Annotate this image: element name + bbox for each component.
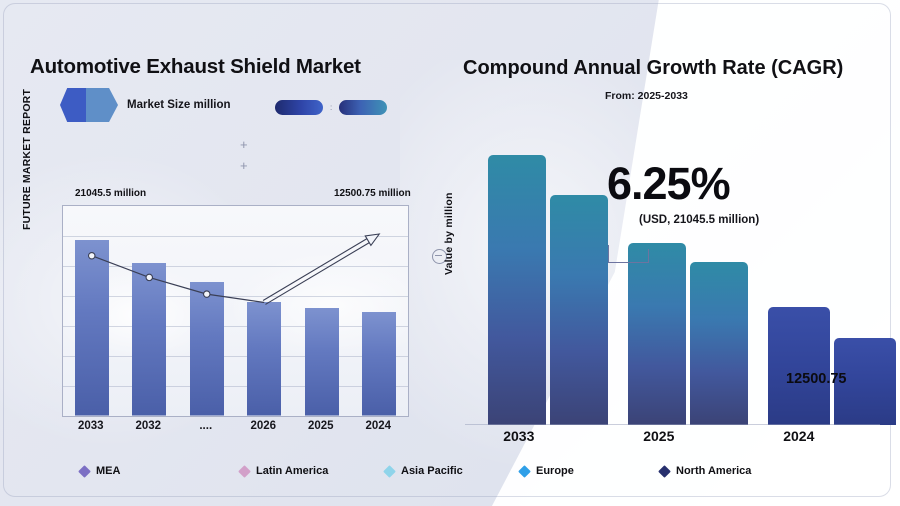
bar (247, 302, 282, 416)
bar (628, 243, 686, 425)
gridline (63, 326, 408, 327)
x-axis-label: .... (199, 420, 213, 432)
pill-badge-secondary (339, 100, 388, 115)
legend-label: Latin America (256, 465, 329, 477)
bar (488, 155, 546, 425)
bar (304, 308, 339, 416)
bar (132, 263, 167, 416)
gridline (63, 356, 408, 357)
left-chart-start-value: 21045.5 million (75, 188, 147, 199)
legend-label: Europe (536, 465, 574, 477)
left-chart-trend-line (87, 233, 381, 305)
cagr-note: (USD, 21045.5 million) (639, 214, 760, 226)
hexagon-logo-icon (60, 88, 118, 122)
legend-marker-icon (238, 464, 251, 478)
gridline (63, 386, 408, 387)
plus-marker-icon: + (240, 137, 248, 152)
left-chart-bars (63, 206, 408, 416)
bar (834, 338, 896, 425)
region-legend: MEA Latin America Asia Pacific Europe North … (78, 464, 820, 485)
legend-marker-icon (658, 464, 671, 478)
x-axis-label: 2026 (250, 420, 277, 432)
plus-marker-icon: + (240, 158, 248, 173)
legend-marker-icon (518, 464, 531, 478)
legend-label: North America (676, 465, 752, 477)
pill-separator: : (330, 103, 333, 112)
legend-label: Asia Pacific (401, 465, 463, 477)
brand-row: Market Size million (60, 88, 231, 122)
x-axis-label: 2024 (783, 428, 815, 444)
x-axis-label: 2033 (503, 428, 535, 444)
left-chart-y-axis-label: FUTURE MARKET REPORT (21, 88, 33, 230)
gridline (63, 236, 408, 237)
right-panel-subtitle: From: 2025-2033 (605, 90, 688, 102)
gridline (63, 296, 408, 297)
legend-item[interactable]: Europe (518, 464, 574, 478)
x-axis-label: 2025 (643, 428, 675, 444)
bar (74, 240, 109, 416)
circle-minus-icon (432, 249, 447, 264)
bar (550, 195, 608, 425)
pill-badge-row: : (275, 100, 388, 115)
right-bar-chart (460, 120, 896, 425)
legend-label: MEA (96, 465, 121, 477)
legend-item[interactable]: MEA (78, 464, 121, 478)
x-axis-label: 2024 (365, 420, 392, 432)
legend-marker-icon (383, 464, 396, 478)
left-bar-chart (62, 205, 409, 417)
right-chart-baseline (465, 424, 880, 425)
bar (189, 282, 224, 416)
right-panel-title: Compound Annual Growth Rate (CAGR) (463, 57, 844, 79)
bracket-decoration (608, 245, 649, 263)
left-chart-end-value: 12500.75 million (334, 188, 411, 199)
legend-item[interactable]: Asia Pacific (383, 464, 463, 478)
x-axis-label: 2025 (307, 420, 334, 432)
legend-marker-icon (78, 464, 91, 478)
left-chart-x-labels: 2033 2032.... 2026 2025 2024 (62, 420, 407, 442)
legend-item[interactable]: North America (658, 464, 752, 478)
gridline (63, 266, 408, 267)
legend-item[interactable]: Latin America (238, 464, 329, 478)
x-axis-label: 2033 (77, 420, 104, 432)
chart-background-hills (63, 206, 408, 416)
cagr-value: 6.25% (607, 158, 731, 209)
brand-label: Market Size million (127, 99, 231, 111)
left-chart-value-axis-label: Value by million (443, 192, 455, 275)
pill-badge-primary (275, 100, 323, 115)
bar (690, 262, 748, 425)
left-panel-title: Automotive Exhaust Shield Market (30, 55, 361, 78)
bar (768, 307, 830, 425)
right-chart-end-value: 12500.75 (786, 371, 847, 387)
x-axis-label: 2032 (135, 420, 162, 432)
bar (362, 312, 397, 416)
